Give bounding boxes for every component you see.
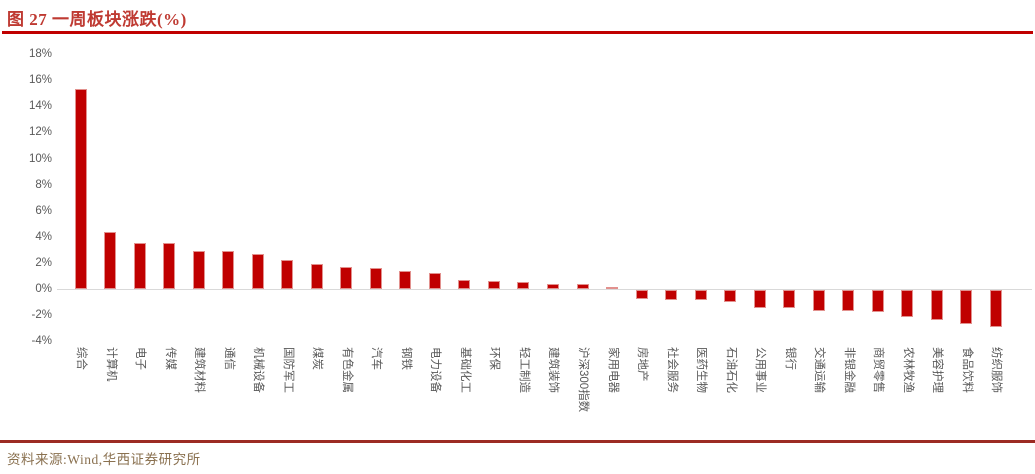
- bar-有色金属: [340, 266, 353, 289]
- x-axis-label: 电力设备: [429, 347, 442, 393]
- bar-建筑装饰: [546, 283, 559, 289]
- x-axis-label: 纺织服饰: [990, 347, 1003, 393]
- y-tick-label: 12%: [28, 126, 52, 139]
- bar-医药生物: [694, 290, 707, 301]
- zero-axis-line: [57, 289, 1032, 290]
- bar-机械设备: [251, 253, 264, 289]
- y-tick-label: 2%: [35, 256, 52, 269]
- bar-纺织服饰: [989, 290, 1002, 327]
- y-tick-label: 0%: [35, 283, 52, 295]
- x-axis-label: 国防军工: [281, 347, 294, 393]
- x-axis-label: 房地产: [636, 347, 649, 382]
- bar-电力设备: [428, 273, 441, 289]
- x-axis-label: 综合: [75, 347, 87, 370]
- x-axis-label: 食品饮料: [960, 347, 973, 393]
- y-tick-label: 14%: [28, 100, 52, 113]
- x-axis-label: 基础化工: [458, 347, 471, 393]
- figure-title: 图 27 一周板块涨跌(%): [7, 10, 187, 29]
- bar-交通运输: [812, 290, 825, 311]
- x-axis-label: 沪深300指数: [577, 347, 589, 413]
- bar-钢铁: [399, 270, 412, 289]
- footer-divider: [0, 440, 1035, 443]
- bar-家用电器: [606, 287, 619, 289]
- title-underline: [2, 31, 1033, 34]
- bar-传媒: [163, 243, 176, 289]
- x-axis-label: 煤炭: [311, 347, 324, 370]
- bar-美容护理: [930, 290, 943, 320]
- bar-煤炭: [310, 264, 323, 289]
- x-axis-label: 石油石化: [724, 347, 737, 393]
- bar-综合: [74, 89, 87, 289]
- x-axis-label: 医药生物: [695, 347, 708, 393]
- x-axis-label: 银行: [783, 347, 796, 370]
- x-axis-label: 机械设备: [252, 347, 265, 393]
- x-axis-label: 家用电器: [606, 347, 619, 393]
- bar-非银金融: [842, 290, 855, 311]
- x-axis-label: 商贸零售: [872, 347, 885, 393]
- bar-计算机: [104, 231, 117, 289]
- x-axis-label: 建筑材料: [193, 347, 206, 393]
- bar-国防军工: [281, 260, 294, 289]
- x-axis-label: 非银金融: [842, 347, 855, 393]
- x-axis-label: 社会服务: [665, 347, 678, 393]
- x-axis-label: 公用事业: [754, 347, 767, 393]
- bar-食品饮料: [960, 290, 973, 324]
- x-axis-label: 轻工制造: [517, 347, 530, 393]
- y-tick-label: -2%: [31, 309, 52, 322]
- bar-电子: [133, 243, 146, 289]
- y-tick-label: 18%: [28, 48, 52, 61]
- x-axis-label: 电子: [134, 347, 147, 370]
- bar-社会服务: [665, 290, 678, 301]
- x-axis-label: 传媒: [163, 347, 176, 370]
- bar-农林牧渔: [901, 290, 914, 318]
- bar-环保: [487, 281, 500, 289]
- x-axis-label: 环保: [488, 347, 501, 370]
- bar-沪深300指数: [576, 283, 589, 289]
- bar-汽车: [369, 268, 382, 289]
- y-tick-label: 16%: [28, 74, 52, 87]
- x-axis-label: 建筑装饰: [547, 347, 560, 393]
- bar-房地产: [635, 290, 648, 300]
- x-axis-label: 美容护理: [931, 347, 944, 393]
- bar-商贸零售: [871, 290, 884, 313]
- bar-石油石化: [724, 290, 737, 302]
- bar-轻工制造: [517, 282, 530, 289]
- x-axis-label: 汽车: [370, 347, 383, 370]
- sector-weekly-change-chart: 18% 16% 14% 12% 10% 8% 6% 4% 2% 0% -2% -4% 综合 计算机 电子传…: [0, 34, 1035, 434]
- x-axis-label: 有色金属: [340, 347, 353, 393]
- bar-公用事业: [753, 290, 766, 309]
- y-tick-label: 10%: [28, 152, 52, 165]
- x-axis-label: 通信: [222, 347, 235, 370]
- y-tick-label: -4%: [31, 335, 52, 348]
- x-axis-label: 钢铁: [399, 347, 412, 370]
- bar-通信: [222, 251, 235, 289]
- y-tick-label: 8%: [35, 178, 52, 191]
- x-axis-label: 交通运输: [813, 347, 826, 393]
- x-axis-label: 计算机: [104, 347, 117, 382]
- bar-基础化工: [458, 279, 471, 289]
- bar-银行: [783, 290, 796, 309]
- x-axis-label: 农林牧渔: [901, 347, 914, 393]
- bar-建筑材料: [192, 251, 205, 289]
- y-tick-label: 4%: [35, 230, 52, 243]
- y-tick-label: 6%: [35, 204, 52, 217]
- source-note: 资料来源:Wind,华西证券研究所: [7, 452, 201, 467]
